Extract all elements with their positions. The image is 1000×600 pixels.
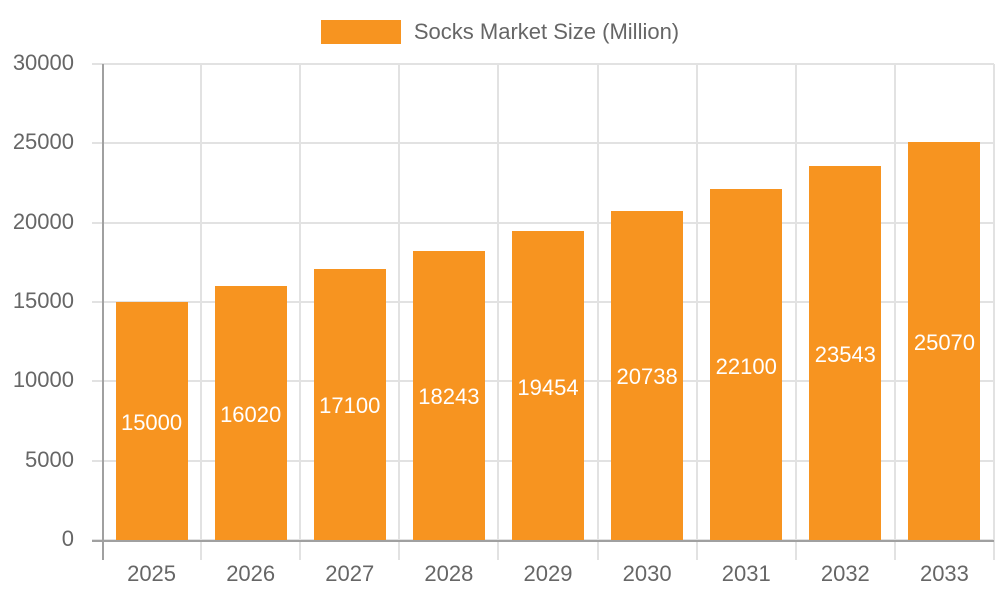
bar-value-label: 20738 xyxy=(616,364,678,390)
bar-value-label: 23543 xyxy=(814,342,876,368)
x-tick-label: 2026 xyxy=(226,561,276,586)
x-gridline xyxy=(200,64,203,560)
bar-2030[interactable]: 20738 xyxy=(611,210,684,540)
legend-swatch[interactable] xyxy=(320,20,401,44)
y-gridline xyxy=(92,221,994,224)
bar-2029[interactable]: 19454 xyxy=(512,231,584,540)
bar-2027[interactable]: 17100 xyxy=(313,268,386,540)
x-gridline xyxy=(398,64,401,560)
y-tick-label: 25000 xyxy=(12,129,74,155)
bar-value-label: 19454 xyxy=(517,374,579,400)
x-gridline xyxy=(794,64,797,560)
x-gridline xyxy=(695,64,698,560)
legend-label[interactable]: Socks Market Size (Million) xyxy=(413,19,680,44)
bar-value-label: 22100 xyxy=(715,353,777,379)
y-tick-label: 10000 xyxy=(12,367,74,393)
bar-value-label: 17100 xyxy=(319,393,381,419)
bar-value-label: 15000 xyxy=(120,410,183,435)
x-tick-label: 2025 xyxy=(127,561,177,586)
x-gridline xyxy=(497,64,500,560)
y-tick-label: 30000 xyxy=(12,50,74,75)
x-tick-label: 2028 xyxy=(424,561,474,586)
x-tick-label: 2029 xyxy=(523,561,573,586)
x-gridline xyxy=(993,64,995,560)
y-tick-label: 5000 xyxy=(25,446,74,472)
y-tick-label: 15000 xyxy=(12,288,74,313)
x-tick-label: 2031 xyxy=(721,561,771,586)
y-axis xyxy=(102,64,104,560)
bar-value-label: 25070 xyxy=(913,330,976,356)
bar-2033[interactable]: 25070 xyxy=(908,142,981,540)
y-tick-label: 20000 xyxy=(12,208,74,234)
bar-2026[interactable]: 16020 xyxy=(214,285,287,540)
x-tick-label: 2030 xyxy=(622,561,672,586)
x-tick-label: 2027 xyxy=(325,561,375,586)
bar-2031[interactable]: 22100 xyxy=(710,189,783,540)
x-gridline xyxy=(893,64,896,560)
y-tick-label: 0 xyxy=(61,526,74,551)
bar-2028[interactable]: 18243 xyxy=(412,250,485,540)
x-tick-label: 2032 xyxy=(820,561,870,586)
bar-2032[interactable]: 23543 xyxy=(809,166,882,540)
x-gridline xyxy=(299,64,302,560)
plot-area: 0 5000 10000 15000 20000 25000 30000 15000 2025 1… xyxy=(13,52,995,586)
y-gridline xyxy=(92,63,994,65)
x-gridline xyxy=(596,64,599,560)
bar-2025[interactable]: 15000 xyxy=(115,302,188,540)
bar-value-label: 18243 xyxy=(418,384,480,410)
y-gridline xyxy=(92,142,994,145)
chart-legend: Socks Market Size (Million) xyxy=(0,18,1000,46)
bar-value-label: 16020 xyxy=(220,401,282,427)
x-axis xyxy=(92,540,994,542)
x-tick-label: 2033 xyxy=(919,561,969,586)
